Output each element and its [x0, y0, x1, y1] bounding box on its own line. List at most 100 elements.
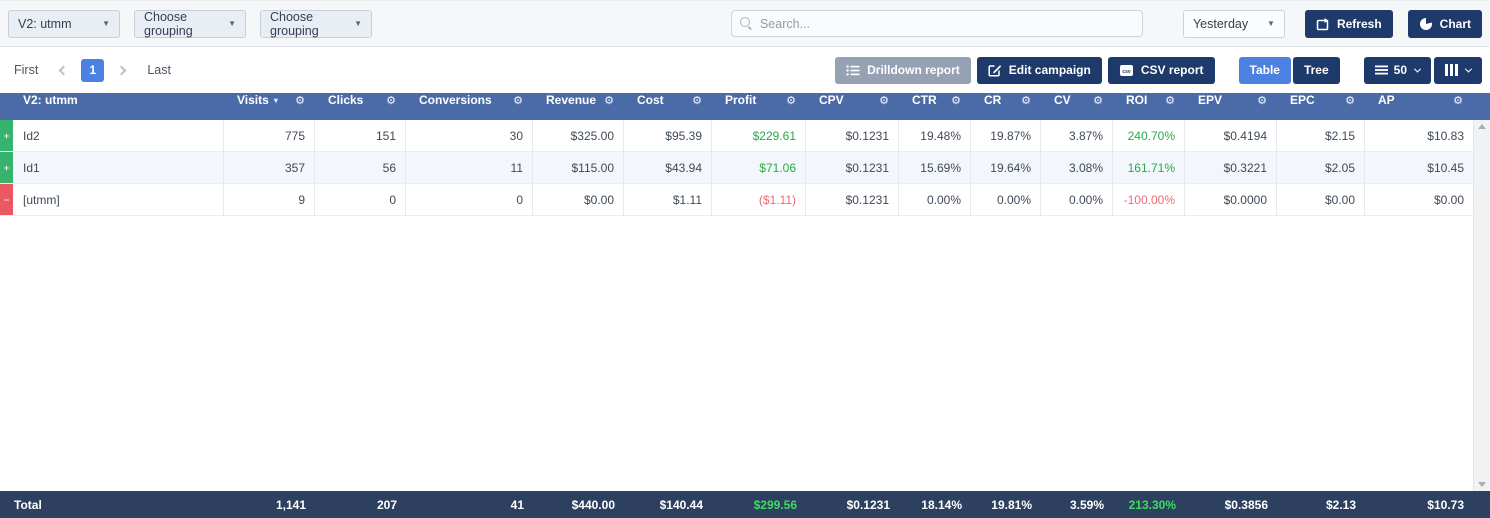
pagination-first[interactable]: First — [14, 63, 39, 77]
cell-visits: 775 — [224, 120, 315, 151]
cell-name: − [utmm] — [0, 184, 224, 215]
drilldown-report-button[interactable]: Drilldown report — [835, 56, 971, 84]
csv-report-button[interactable]: csv CSV report — [1107, 56, 1215, 84]
column-header-clicks[interactable]: Clicks ⚙ — [315, 93, 406, 107]
column-gear-icon[interactable]: ⚙ — [1257, 93, 1267, 107]
cell-epv: $0.3221 — [1185, 152, 1277, 183]
column-gear-icon[interactable]: ⚙ — [295, 93, 305, 107]
column-header-epv[interactable]: EPV ⚙ — [1185, 93, 1277, 107]
chevron-down-icon: ▼ — [1267, 19, 1275, 28]
chart-button[interactable]: Chart — [1407, 9, 1482, 38]
tracking-token-value: V2: utmm — [18, 16, 72, 31]
cell-epv: $0.0000 — [1185, 184, 1277, 215]
table-view-button[interactable]: Table — [1238, 56, 1291, 84]
total-revenue: $440.00 — [571, 497, 615, 512]
total-epc: $2.13 — [1325, 497, 1356, 512]
total-cr: 19.81% — [991, 497, 1032, 512]
grouping-1-value: Choose grouping — [144, 9, 193, 38]
column-gear-icon[interactable]: ⚙ — [1021, 93, 1031, 107]
column-gear-icon[interactable]: ⚙ — [513, 93, 523, 107]
total-visits: 1,141 — [275, 497, 306, 512]
column-gear-icon[interactable]: ⚙ — [1093, 93, 1103, 107]
row-name: [utmm] — [23, 192, 60, 207]
table-row[interactable]: + Id2 775 151 30 $325.00 $95.39 $229.61 … — [0, 120, 1473, 152]
row-name: Id1 — [23, 160, 40, 175]
column-label: EPV — [1198, 93, 1223, 107]
column-header-conversions[interactable]: Conversions ⚙ — [406, 93, 533, 107]
pie-chart-icon — [1419, 17, 1432, 30]
date-range-select[interactable]: Yesterday ▼ — [1182, 9, 1285, 38]
column-header-cv[interactable]: CV ⚙ — [1041, 93, 1113, 107]
column-gear-icon[interactable]: ⚙ — [1165, 93, 1175, 107]
column-gear-icon[interactable]: ⚙ — [1453, 93, 1463, 107]
search-input[interactable] — [759, 16, 1134, 31]
column-label: CR — [984, 93, 1002, 107]
cell-revenue: $325.00 — [533, 120, 624, 151]
rows-per-page-value: 50 — [1393, 63, 1407, 77]
list-icon — [846, 64, 860, 76]
cell-visits: 9 — [224, 184, 315, 215]
grouping-select-1[interactable]: Choose grouping ▼ — [134, 9, 246, 38]
cell-epc: $2.15 — [1277, 120, 1365, 151]
column-gear-icon[interactable]: ⚙ — [604, 93, 614, 107]
column-header-cr[interactable]: CR ⚙ — [971, 93, 1041, 107]
chevron-right-icon[interactable] — [116, 65, 127, 75]
search-box[interactable] — [730, 10, 1143, 37]
table-row[interactable]: + Id1 357 56 11 $115.00 $43.94 $71.06 $0… — [0, 152, 1473, 184]
column-header-ap[interactable]: AP ⚙ — [1365, 93, 1473, 107]
vertical-scrollbar[interactable] — [1473, 120, 1490, 491]
column-gear-icon[interactable]: ⚙ — [386, 93, 396, 107]
column-header-cpv[interactable]: CPV ⚙ — [806, 93, 899, 107]
column-gear-icon[interactable]: ⚙ — [879, 93, 889, 107]
grouping-select-2[interactable]: Choose grouping ▼ — [260, 9, 372, 38]
profit-down-indicator: − — [0, 184, 13, 215]
column-header-visits[interactable]: Visits ▾ ⚙ — [224, 93, 315, 107]
scroll-down-icon[interactable] — [1478, 482, 1486, 487]
column-header-ctr[interactable]: CTR ⚙ — [899, 93, 971, 107]
edit-campaign-button[interactable]: Edit campaign — [976, 56, 1102, 84]
column-gear-icon[interactable]: ⚙ — [1345, 93, 1355, 107]
cell-cr: 19.64% — [971, 152, 1041, 183]
scroll-up-icon[interactable] — [1478, 124, 1486, 129]
column-gear-icon[interactable]: ⚙ — [692, 93, 702, 107]
pagination-last[interactable]: Last — [147, 63, 171, 77]
table-header: V2: utmm Visits ▾ ⚙ Clicks ⚙ Conversions… — [0, 93, 1490, 120]
cell-roi: 240.70% — [1113, 120, 1185, 151]
column-header-name[interactable]: V2: utmm — [0, 93, 224, 107]
chevron-left-icon[interactable] — [58, 65, 69, 75]
cell-profit: $229.61 — [712, 120, 806, 151]
rows-per-page-button[interactable]: 50 — [1363, 56, 1431, 84]
top-toolbar: V2: utmm ▼ Choose grouping ▼ Choose grou… — [0, 1, 1490, 47]
column-header-revenue[interactable]: Revenue ⚙ — [533, 93, 624, 107]
column-gear-icon[interactable]: ⚙ — [786, 93, 796, 107]
cell-ctr: 15.69% — [899, 152, 971, 183]
grouping-2-value: Choose grouping — [270, 9, 319, 38]
total-conversions: 41 — [510, 497, 524, 512]
date-range-value: Yesterday — [1192, 16, 1249, 31]
column-header-cost[interactable]: Cost ⚙ — [624, 93, 712, 107]
cell-ap: $10.45 — [1427, 160, 1464, 175]
chevron-down-icon: ▼ — [102, 19, 110, 28]
cell-cpv: $0.1231 — [806, 184, 899, 215]
row-name: Id2 — [23, 128, 40, 143]
column-header-roi[interactable]: ROI ⚙ — [1113, 93, 1185, 107]
tracking-token-select[interactable]: V2: utmm ▼ — [8, 9, 120, 38]
sub-toolbar: First 1 Last Drilldown report Edit — [0, 47, 1490, 93]
cell-cost: $95.39 — [624, 120, 712, 151]
pagination-current-page[interactable]: 1 — [81, 58, 105, 82]
table-row[interactable]: − [utmm] 9 0 0 $0.00 $1.11 ($1.11) $0.12… — [0, 184, 1473, 216]
column-gear-icon[interactable]: ⚙ — [951, 93, 961, 107]
search-icon — [739, 17, 753, 30]
cell-clicks: 0 — [315, 184, 406, 215]
columns-settings-button[interactable] — [1434, 56, 1482, 84]
tree-view-button[interactable]: Tree — [1292, 56, 1340, 84]
column-header-epc[interactable]: EPC ⚙ — [1277, 93, 1365, 107]
cell-clicks: 151 — [315, 120, 406, 151]
action-buttons: Drilldown report Edit campaign csv CSV r… — [835, 56, 1482, 84]
drilldown-report-label: Drilldown report — [867, 63, 960, 77]
total-row: Total 1,141 207 41 $440.00 $140.44 $299.… — [0, 491, 1490, 518]
column-label: CV — [1054, 93, 1071, 107]
refresh-button[interactable]: Refresh — [1304, 9, 1393, 38]
cell-cost: $1.11 — [624, 184, 712, 215]
column-header-profit[interactable]: Profit ⚙ — [712, 93, 806, 107]
